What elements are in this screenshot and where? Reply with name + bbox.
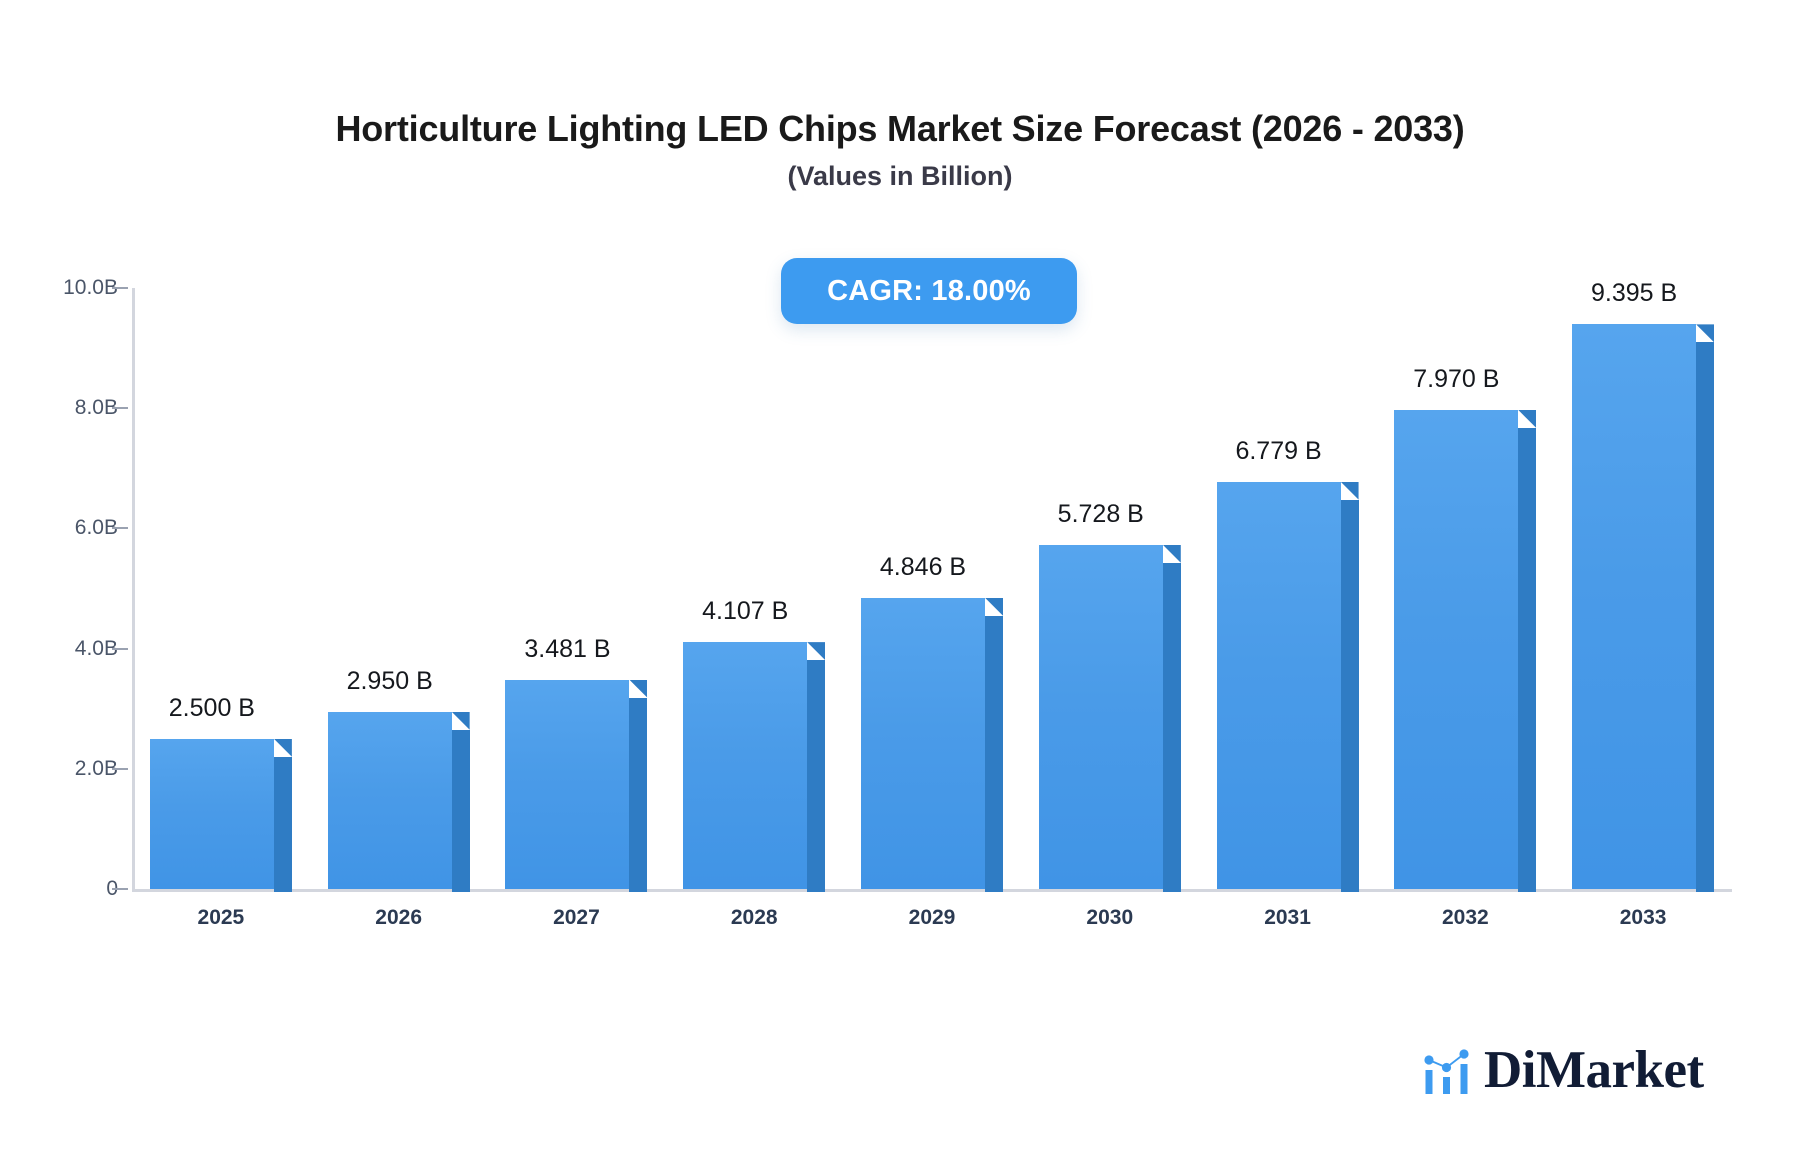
y-axis-tick-mark xyxy=(112,407,128,410)
y-axis-tick-label: 4.0B xyxy=(74,636,118,660)
bar-value-label: 5.728 B xyxy=(1057,499,1144,528)
x-axis-tick-label: 2026 xyxy=(375,906,423,929)
y-axis-tick-mark xyxy=(112,888,128,890)
bar-side-face xyxy=(273,756,292,892)
bar: 2.500 B xyxy=(149,694,292,892)
bar-top-bevel xyxy=(1518,410,1537,429)
bar-value-label: 3.481 B xyxy=(524,634,611,663)
bar-top-bevel xyxy=(1162,544,1181,563)
bar: 3.481 B xyxy=(505,635,648,892)
bar-chart-icon xyxy=(1424,1047,1470,1095)
bar-top-bevel xyxy=(273,738,292,757)
bar-front-face xyxy=(149,738,274,889)
bar-top-bevel xyxy=(807,642,826,661)
chart-subtitle: (Values in Billion) xyxy=(787,161,1013,192)
x-axis-tick-label: 2033 xyxy=(1619,906,1667,929)
bar-front-face xyxy=(1394,410,1519,889)
bar: 2.950 B xyxy=(327,667,470,892)
bar-side-face xyxy=(1340,499,1359,892)
x-axis-line xyxy=(132,889,1732,892)
bar-top-bevel xyxy=(1696,324,1715,343)
logo-text: DiMarket xyxy=(1484,1041,1704,1099)
bar-top-bevel xyxy=(1340,481,1359,500)
y-axis-tick-label: 0 xyxy=(0,877,118,901)
y-axis-tick-label: 6.0B xyxy=(74,516,118,540)
bar-value-label: 2.950 B xyxy=(346,666,433,695)
bar-value-label: 4.846 B xyxy=(879,552,967,581)
bar-front-face xyxy=(1038,544,1163,889)
page-title: Horticulture Lighting LED Chips Market S… xyxy=(335,108,1465,149)
bar-top-bevel xyxy=(985,597,1003,616)
bar: 4.107 B xyxy=(683,597,826,892)
x-axis-tick-label: 2029 xyxy=(908,906,956,929)
y-axis-tick-label: 2.0B xyxy=(74,756,118,780)
bar-top-bevel xyxy=(629,679,648,698)
y-axis-line xyxy=(132,288,135,890)
bar-value-label: 4.107 B xyxy=(702,597,789,626)
bar-front-face xyxy=(1216,481,1341,889)
bar-front-face xyxy=(327,711,452,889)
bar: 7.970 B xyxy=(1394,365,1537,892)
bar: 6.779 B xyxy=(1216,437,1359,892)
bar-side-face xyxy=(1162,562,1181,892)
bar-side-face xyxy=(1696,342,1715,892)
bar: 4.846 B xyxy=(861,553,1003,892)
bar-side-face xyxy=(985,615,1003,892)
y-axis-tick-label: 10.0B xyxy=(63,276,118,299)
y-axis-tick-mark xyxy=(112,767,128,770)
bar-value-label: 7.970 B xyxy=(1413,365,1500,394)
x-axis-tick-label: 2028 xyxy=(730,906,778,929)
bar-side-face xyxy=(629,697,648,892)
x-axis-tick-label: 2030 xyxy=(1086,906,1134,929)
bar: 9.395 B xyxy=(1572,279,1715,892)
brand-logo: DiMarket xyxy=(1424,1044,1704,1097)
x-axis-tick-label: 2031 xyxy=(1264,906,1311,929)
cagr-badge: CAGR: 18.00% xyxy=(781,258,1077,324)
bar-value-label: 6.779 B xyxy=(1235,436,1322,465)
bar-front-face xyxy=(505,679,630,889)
bar-top-bevel xyxy=(451,711,470,730)
bar-value-label: 2.500 B xyxy=(168,693,255,722)
x-axis-tick-label: 2025 xyxy=(197,906,245,929)
bar-front-face xyxy=(1572,324,1697,889)
title-block: Horticulture Lighting LED Chips Market S… xyxy=(0,108,1800,192)
plot-area: 10.0B8.0B6.0B4.0B2.0B0 2.500 B2.950 B3.4… xyxy=(63,276,1732,929)
y-axis-tick-mark xyxy=(112,647,128,650)
y-axis-tick-mark xyxy=(112,287,128,289)
y-axis-tick-mark xyxy=(112,527,128,530)
bar-front-face xyxy=(683,642,808,889)
bar-front-face xyxy=(861,597,985,889)
bar: 5.728 B xyxy=(1038,500,1181,892)
x-axis-tick-label: 2032 xyxy=(1441,906,1489,929)
bar-side-face xyxy=(807,660,826,892)
y-axis-tick-label: 8.0B xyxy=(74,396,118,420)
bar-side-face xyxy=(1518,428,1537,892)
bar-value-label: 9.395 B xyxy=(1591,279,1678,308)
bar-side-face xyxy=(451,729,470,892)
x-axis-tick-label: 2027 xyxy=(553,906,600,929)
